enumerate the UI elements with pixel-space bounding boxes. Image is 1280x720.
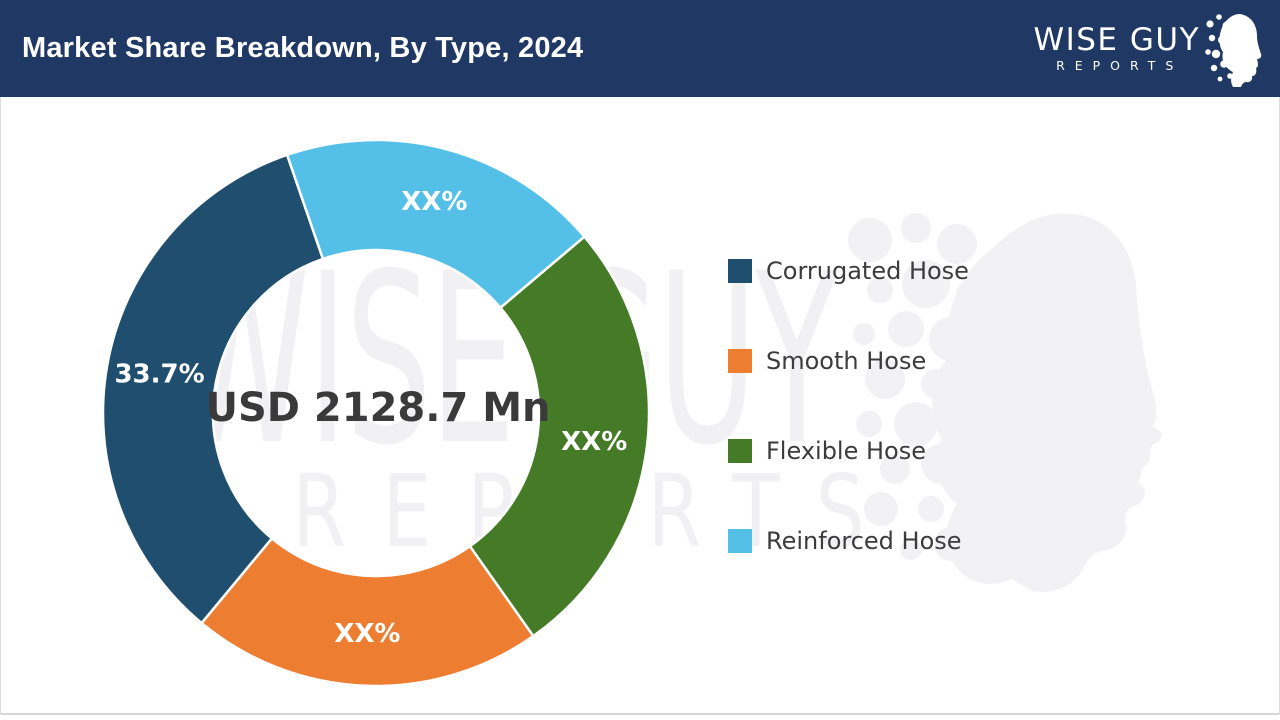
page-title: Market Share Breakdown, By Type, 2024 bbox=[22, 32, 584, 64]
legend-item-smooth-hose: Smooth Hose bbox=[728, 347, 969, 375]
legend-swatch-reinforced-hose bbox=[728, 529, 752, 553]
legend-item-corrugated-hose: Corrugated Hose bbox=[728, 257, 969, 285]
legend-swatch-corrugated-hose bbox=[728, 259, 752, 283]
legend-swatch-flexible-hose bbox=[728, 439, 752, 463]
wise-guy-logo: WISE GUY REPORTS bbox=[1033, 9, 1266, 89]
logo-line2: REPORTS bbox=[1056, 58, 1184, 74]
legend-label: Flexible Hose bbox=[766, 437, 926, 465]
logo-line1: WISE GUY bbox=[1033, 21, 1200, 58]
chart-center-value: USD 2128.7 Mn bbox=[205, 385, 551, 431]
legend-label: Reinforced Hose bbox=[766, 527, 962, 555]
logo-wordmark: WISE GUY REPORTS bbox=[1033, 24, 1200, 74]
logo-head-icon bbox=[1205, 13, 1262, 87]
legend-item-flexible-hose: Flexible Hose bbox=[728, 437, 969, 465]
legend-swatch-smooth-hose bbox=[728, 349, 752, 373]
header-bar: Market Share Breakdown, By Type, 2024 WI… bbox=[0, 0, 1280, 97]
chart-legend: Corrugated Hose Smooth Hose Flexible Hos… bbox=[728, 257, 969, 555]
legend-label: Corrugated Hose bbox=[766, 257, 969, 285]
legend-item-reinforced-hose: Reinforced Hose bbox=[728, 527, 969, 555]
legend-label: Smooth Hose bbox=[766, 347, 927, 375]
watermark-head-graphic bbox=[848, 213, 1162, 593]
